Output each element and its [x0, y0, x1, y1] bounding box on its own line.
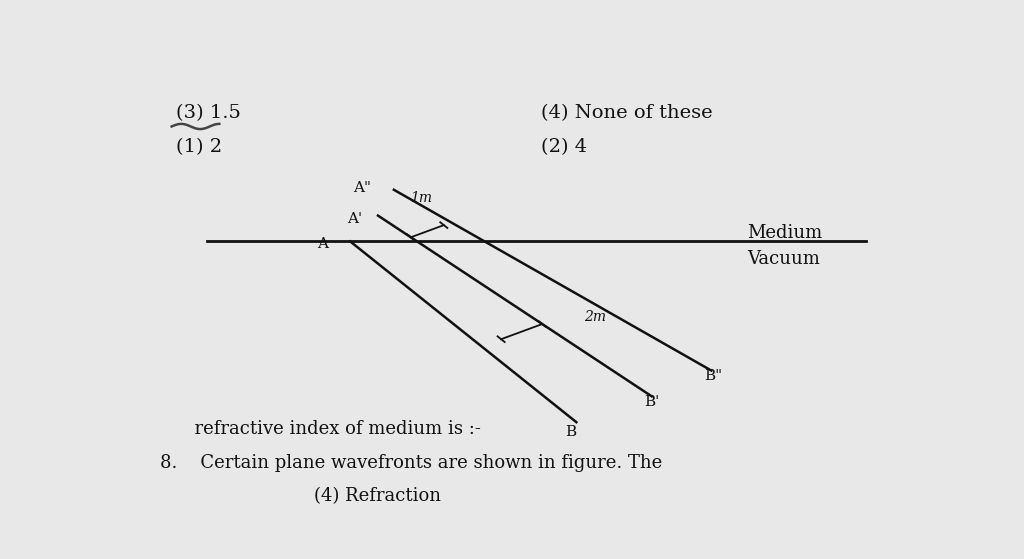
Text: (4) None of these: (4) None of these	[541, 103, 713, 122]
Text: (2) 4: (2) 4	[541, 138, 587, 156]
Text: B': B'	[644, 395, 659, 409]
Text: (3) 1.5: (3) 1.5	[176, 103, 241, 122]
Text: B: B	[565, 425, 577, 439]
Text: A': A'	[346, 212, 361, 226]
Text: (4) Refraction: (4) Refraction	[314, 487, 441, 505]
Text: B": B"	[705, 369, 723, 383]
Text: A: A	[317, 236, 328, 250]
Text: refractive index of medium is :-: refractive index of medium is :-	[160, 420, 480, 438]
Text: 2m: 2m	[585, 310, 606, 324]
Text: Vacuum: Vacuum	[748, 250, 820, 268]
Text: (1) 2: (1) 2	[176, 138, 222, 156]
Text: A": A"	[353, 182, 371, 196]
Text: Medium: Medium	[748, 224, 822, 242]
Text: 8.    Certain plane wavefronts are shown in figure. The: 8. Certain plane wavefronts are shown in…	[160, 454, 662, 472]
Text: 1m: 1m	[410, 191, 432, 205]
